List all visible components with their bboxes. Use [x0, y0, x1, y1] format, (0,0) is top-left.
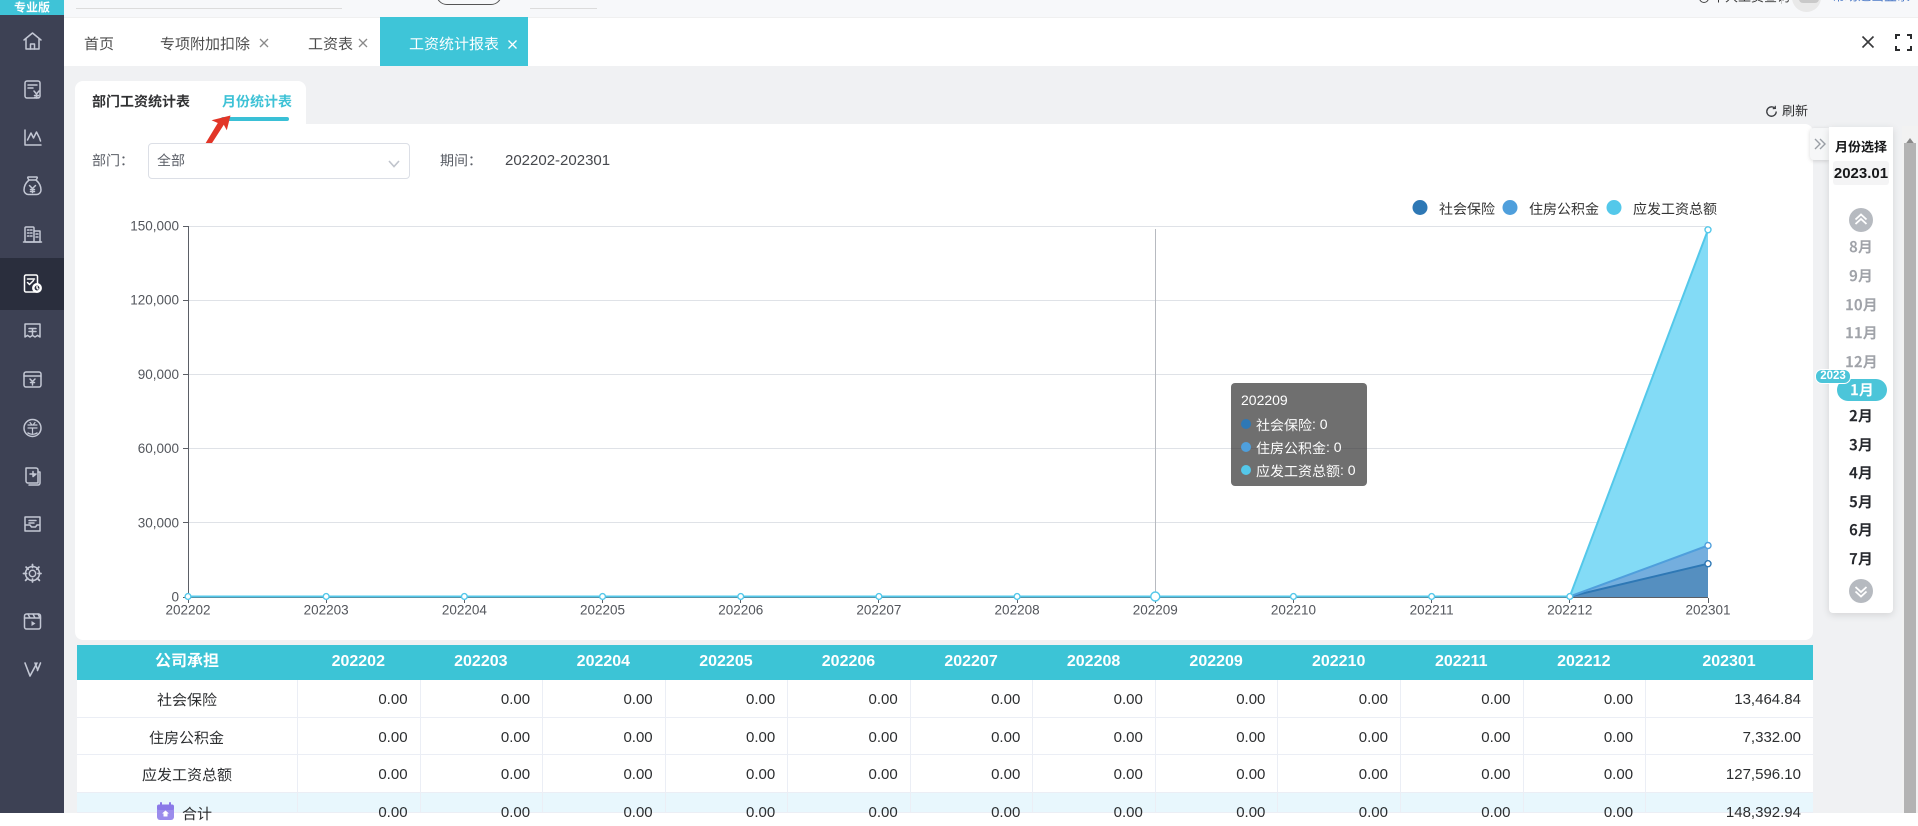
svg-text:0: 0 [171, 590, 179, 605]
svg-text:202207: 202207 [856, 603, 901, 618]
svg-text:202212: 202212 [1547, 603, 1592, 618]
svg-text:: 0: : 0 [1326, 439, 1342, 455]
svg-text:202202: 202202 [165, 603, 210, 618]
svg-text:120,000: 120,000 [130, 293, 179, 308]
svg-text:202211: 202211 [1410, 603, 1454, 618]
svg-text:30,000: 30,000 [138, 515, 179, 530]
svg-text:202209: 202209 [1241, 392, 1288, 408]
svg-text:202203: 202203 [304, 603, 349, 618]
svg-text:202209: 202209 [1133, 603, 1178, 618]
svg-text:202206: 202206 [718, 603, 763, 618]
svg-text:202205: 202205 [580, 603, 625, 618]
svg-text:90,000: 90,000 [138, 367, 179, 382]
svg-text:202208: 202208 [995, 603, 1040, 618]
svg-text:60,000: 60,000 [138, 441, 179, 456]
svg-text:202301: 202301 [1685, 603, 1730, 618]
svg-text:202204: 202204 [442, 603, 488, 618]
svg-text:202210: 202210 [1271, 603, 1316, 618]
svg-text:150,000: 150,000 [130, 219, 179, 234]
svg-text:: 0: : 0 [1340, 462, 1356, 478]
svg-text:: 0: : 0 [1312, 416, 1328, 432]
